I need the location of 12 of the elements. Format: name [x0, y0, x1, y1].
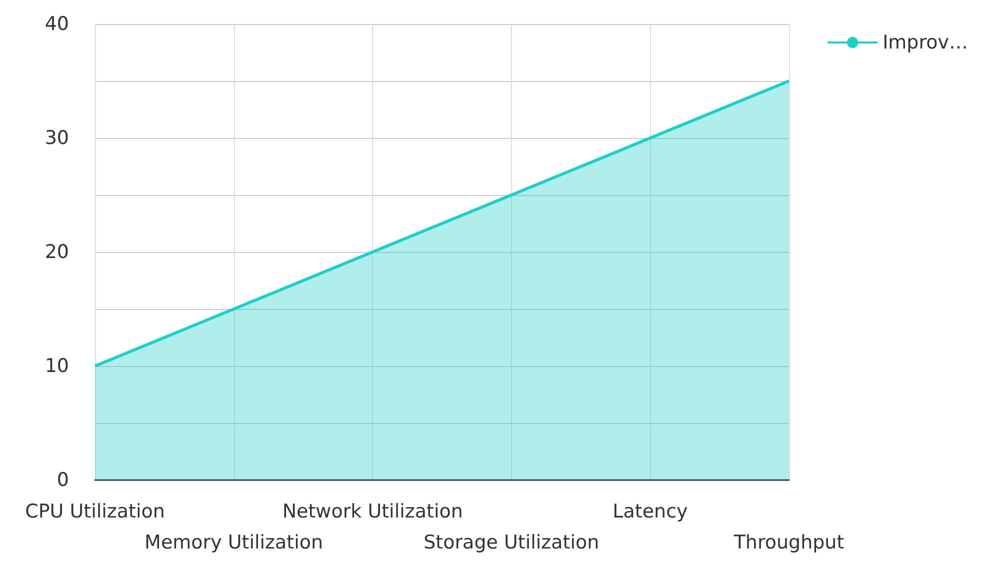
x-tick-label: Memory Utilization: [144, 532, 324, 554]
x-tick-label: Latency: [612, 500, 688, 522]
x-tick-label: Storage Utilization: [424, 532, 600, 554]
x-tick-label: Throughput: [732, 532, 844, 554]
x-tick-label: Network Utilization: [282, 500, 463, 522]
legend-label: Improv…: [882, 32, 968, 54]
y-tick-label: 40: [44, 13, 69, 35]
y-tick-label: 10: [44, 355, 69, 377]
y-tick-label: 0: [56, 469, 69, 491]
y-tick-label: 30: [44, 127, 69, 149]
x-tick-label: CPU Utilization: [25, 500, 165, 522]
y-tick-label: 20: [44, 241, 69, 263]
